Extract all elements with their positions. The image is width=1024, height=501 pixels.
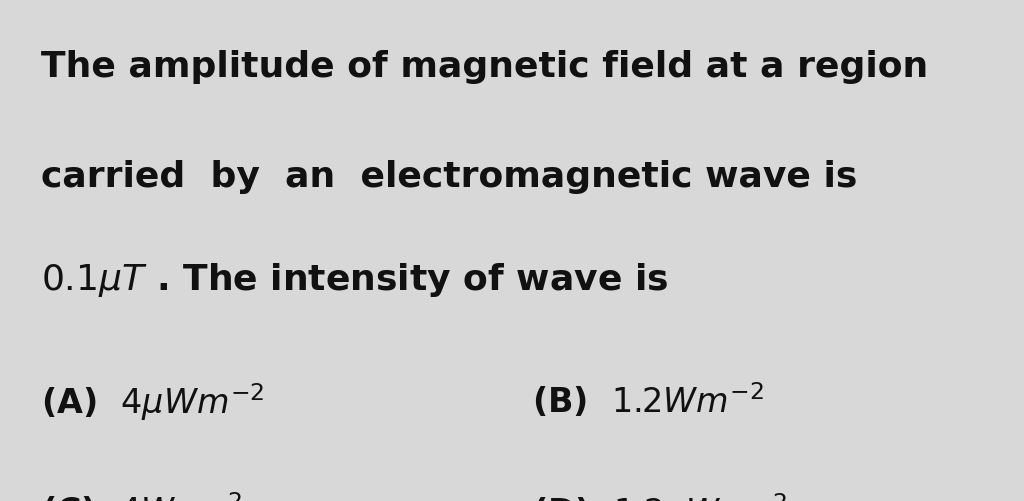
Text: (B)  $1.2Wm^{-2}$: (B) $1.2Wm^{-2}$ xyxy=(532,381,764,419)
Text: The amplitude of magnetic field at a region: The amplitude of magnetic field at a reg… xyxy=(41,50,928,84)
Text: carried  by  an  electromagnetic wave is: carried by an electromagnetic wave is xyxy=(41,160,857,194)
Text: (C)  $4Wm^{-2}$: (C) $4Wm^{-2}$ xyxy=(41,491,242,501)
Text: (A)  $4\mu Wm^{-2}$: (A) $4\mu Wm^{-2}$ xyxy=(41,381,264,422)
Text: $0.1\mu T$ . The intensity of wave is: $0.1\mu T$ . The intensity of wave is xyxy=(41,261,669,299)
Text: (D)  $1.2\mu Wm^{-2}$: (D) $1.2\mu Wm^{-2}$ xyxy=(532,491,787,501)
